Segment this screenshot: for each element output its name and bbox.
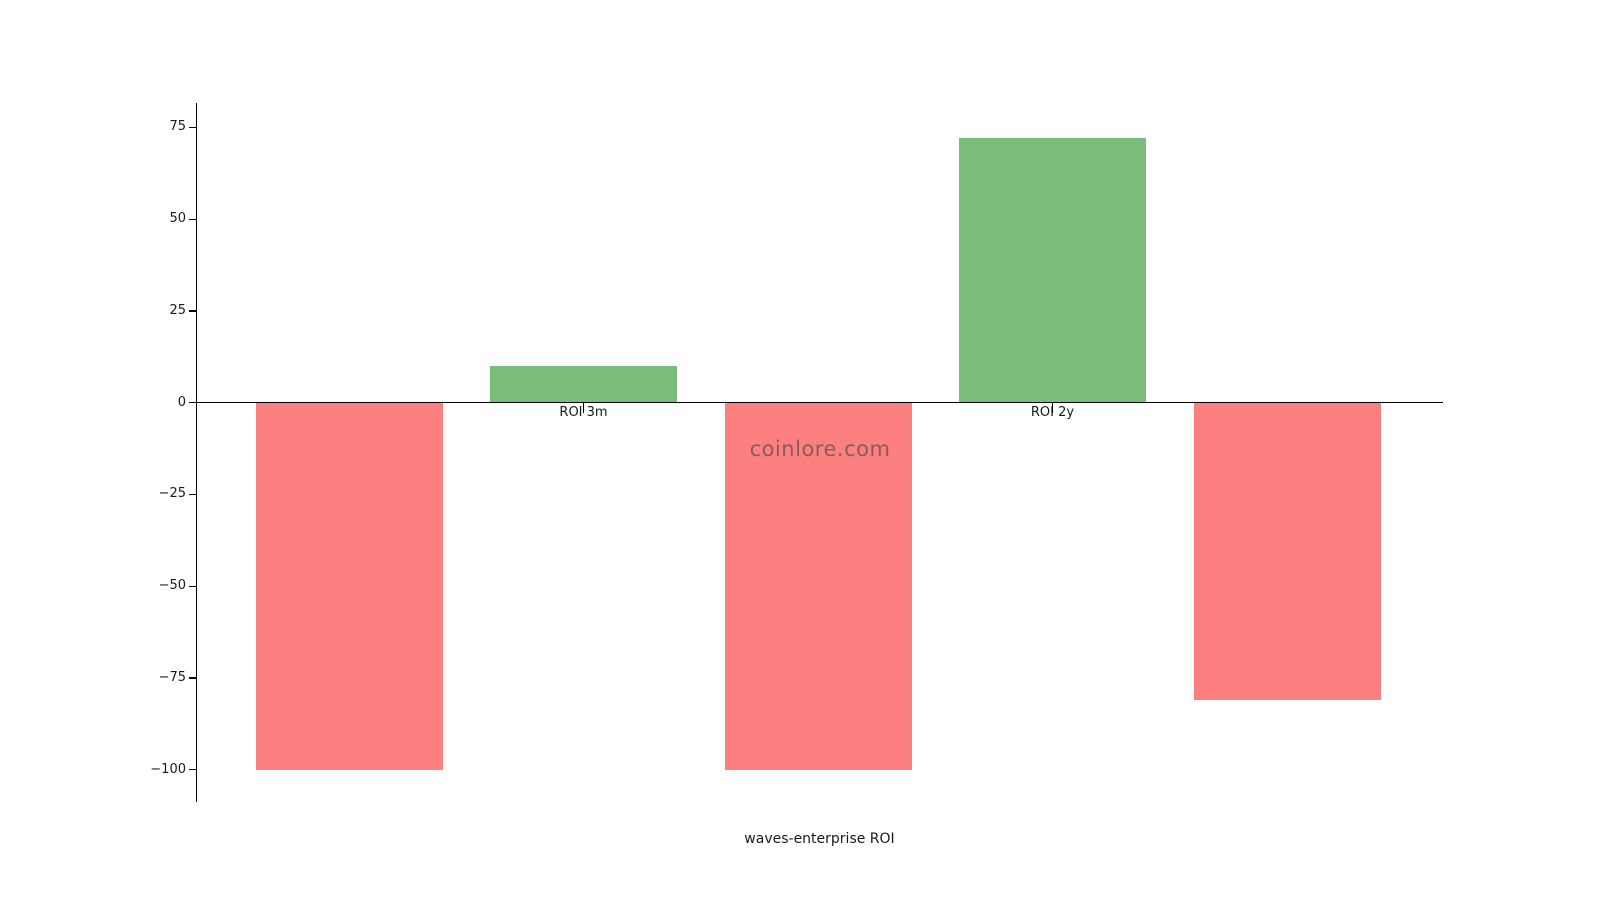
y-tick-label: −50 — [158, 578, 186, 593]
x-tick-mark — [583, 402, 585, 413]
watermark-text: coinlore.com — [749, 437, 891, 461]
x-tick-mark — [1052, 402, 1054, 413]
y-tick-mark — [189, 677, 196, 679]
y-tick-label: −100 — [150, 761, 186, 777]
y-tick-mark — [189, 493, 196, 496]
y-tick-mark — [189, 310, 196, 312]
y-tick-label: 50 — [169, 211, 186, 226]
y-tick-mark — [189, 218, 196, 220]
y-tick-label: −25 — [158, 486, 186, 502]
chart-title: waves-enterprise ROI — [744, 831, 895, 847]
bar-roi-3m — [490, 365, 677, 403]
bar-3 — [724, 402, 912, 770]
x-axis-zero-line — [196, 402, 1443, 404]
bar-roi-2y — [959, 138, 1146, 403]
y-tick-mark — [189, 769, 196, 771]
y-tick-mark — [189, 585, 196, 587]
y-tick-mark — [189, 402, 196, 404]
bar-1 — [255, 402, 443, 770]
y-tick-label: 0 — [177, 394, 186, 410]
y-tick-label: 25 — [169, 302, 186, 318]
bar-5 — [1193, 402, 1381, 700]
y-tick-label: 75 — [169, 119, 186, 135]
y-tick-mark — [189, 126, 196, 129]
y-tick-label: −75 — [158, 669, 186, 685]
y-axis-spine — [196, 103, 198, 802]
